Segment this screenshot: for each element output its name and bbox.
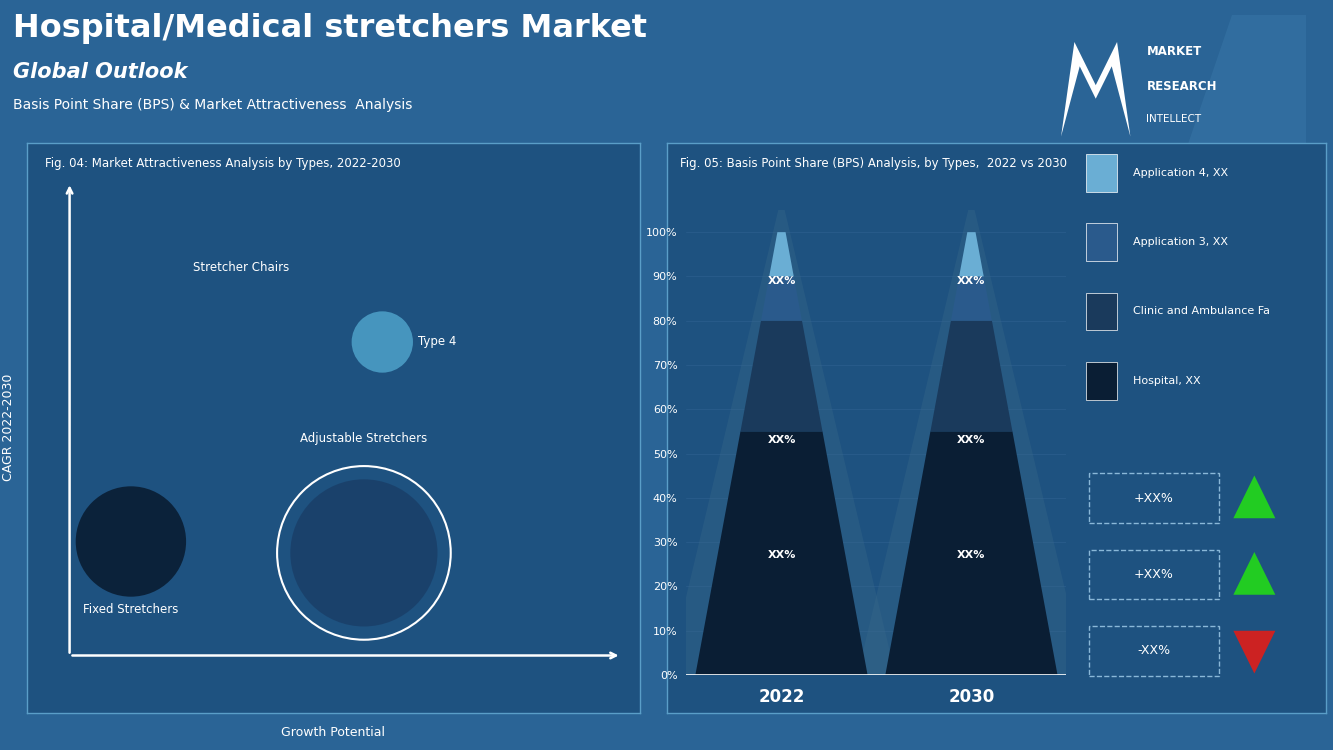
Text: Clinic and Ambulance Fa: Clinic and Ambulance Fa [1133, 307, 1270, 316]
Ellipse shape [291, 479, 437, 626]
FancyBboxPatch shape [1086, 292, 1117, 330]
Text: XX%: XX% [957, 550, 985, 560]
Polygon shape [1186, 15, 1306, 150]
FancyBboxPatch shape [1086, 362, 1117, 400]
Polygon shape [696, 431, 868, 675]
Polygon shape [930, 321, 1013, 431]
Polygon shape [1233, 476, 1276, 518]
Text: Type 4: Type 4 [419, 335, 457, 349]
Text: XX%: XX% [768, 435, 796, 445]
Ellipse shape [116, 268, 208, 359]
FancyBboxPatch shape [1086, 224, 1117, 261]
Polygon shape [857, 196, 1085, 675]
Text: Fig. 05: Basis Point Share (BPS) Analysis, by Types,  2022 vs 2030: Fig. 05: Basis Point Share (BPS) Analysi… [680, 157, 1066, 170]
Text: Application 3, XX: Application 3, XX [1133, 237, 1228, 247]
Polygon shape [668, 196, 896, 675]
Text: Adjustable Stretchers: Adjustable Stretchers [300, 433, 428, 445]
Polygon shape [950, 277, 992, 321]
Text: Growth Potential: Growth Potential [281, 726, 385, 739]
Polygon shape [1233, 631, 1276, 674]
Text: CAGR 2022-2030: CAGR 2022-2030 [1, 374, 15, 482]
Polygon shape [1233, 552, 1276, 595]
Text: MARKET: MARKET [1146, 45, 1201, 58]
Polygon shape [769, 232, 793, 277]
Text: Hospital, XX: Hospital, XX [1133, 376, 1201, 386]
Ellipse shape [352, 311, 413, 373]
Text: INTELLECT: INTELLECT [1146, 113, 1201, 124]
Polygon shape [1061, 42, 1130, 136]
Polygon shape [740, 321, 822, 431]
Text: Stretcher Chairs: Stretcher Chairs [193, 262, 289, 274]
Text: Application 4, XX: Application 4, XX [1133, 168, 1228, 178]
Text: RESEARCH: RESEARCH [1146, 80, 1217, 93]
Text: +XX%: +XX% [1134, 568, 1174, 581]
Text: Basis Point Share (BPS) & Market Attractiveness  Analysis: Basis Point Share (BPS) & Market Attract… [13, 98, 413, 112]
Text: Global Outlook: Global Outlook [13, 62, 188, 82]
Text: Fig. 04: Market Attractiveness Analysis by Types, 2022-2030: Fig. 04: Market Attractiveness Analysis … [45, 157, 401, 170]
Text: +XX%: +XX% [1134, 491, 1174, 505]
Text: -XX%: -XX% [1137, 644, 1170, 658]
Text: Hospital/Medical stretchers Market: Hospital/Medical stretchers Market [13, 13, 648, 44]
Text: XX%: XX% [957, 276, 985, 286]
Ellipse shape [76, 486, 187, 597]
Text: XX%: XX% [768, 550, 796, 560]
Text: XX%: XX% [768, 276, 796, 286]
Polygon shape [960, 232, 984, 277]
Text: Fixed Stretchers: Fixed Stretchers [83, 604, 179, 616]
Polygon shape [761, 277, 802, 321]
FancyBboxPatch shape [1086, 154, 1117, 192]
Polygon shape [885, 431, 1057, 675]
Text: XX%: XX% [957, 435, 985, 445]
